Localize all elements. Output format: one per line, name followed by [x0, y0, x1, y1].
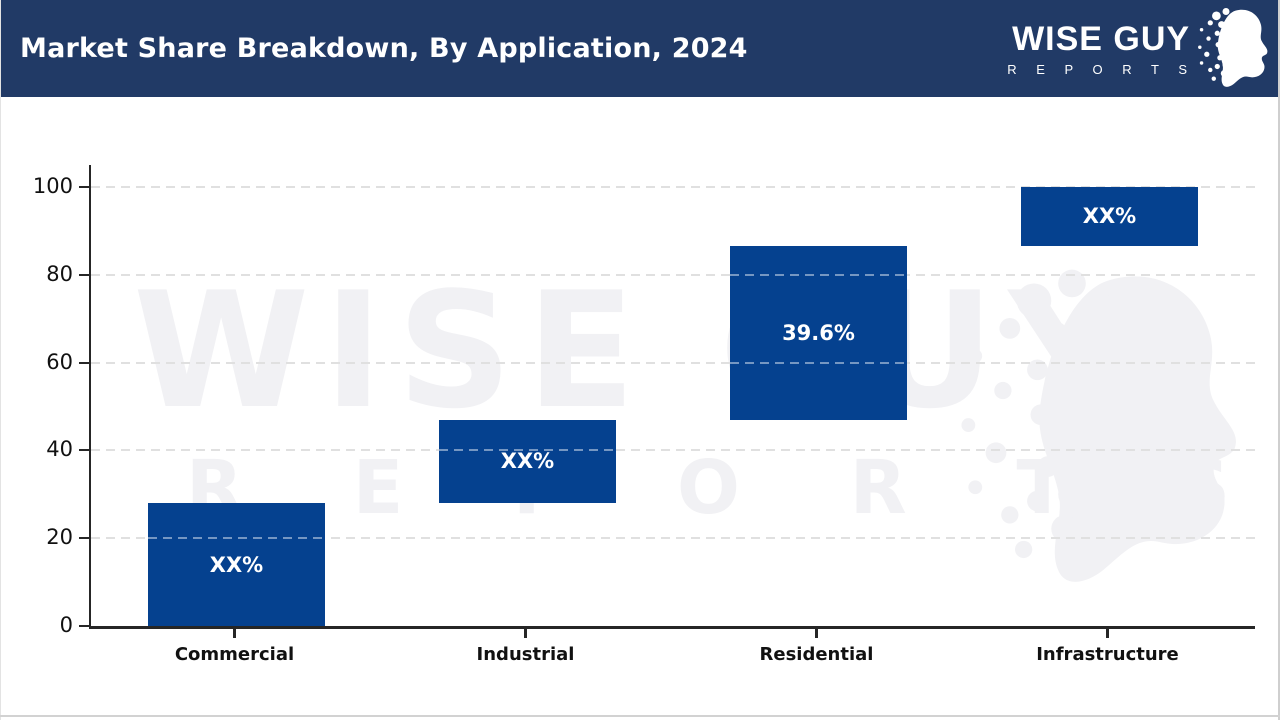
page-border-left — [0, 0, 1, 720]
bar-industrial: XX% — [439, 419, 616, 504]
bar-infrastructure: XX% — [1021, 187, 1198, 246]
x-tick-label-residential: Residential — [759, 644, 874, 665]
bar-commercial: XX% — [148, 503, 325, 626]
page-border-bottom — [0, 715, 1280, 717]
gridline-80 — [91, 273, 1255, 276]
y-tick-mark — [79, 273, 89, 276]
y-tick-label: 60 — [46, 349, 73, 374]
bar-value-label: XX% — [209, 552, 264, 577]
gridline-20 — [91, 537, 1255, 540]
y-tick-mark — [79, 537, 89, 540]
y-tick-mark — [79, 361, 89, 364]
x-tick-mark — [524, 629, 527, 638]
y-tick-label: 40 — [46, 437, 73, 462]
gridline-40 — [91, 449, 1255, 452]
x-tick-label-infrastructure: Infrastructure — [1036, 644, 1179, 665]
page-title: Market Share Breakdown, By Application, … — [20, 33, 748, 64]
brand-logo-text: WISE GUY R E P O R T S — [1007, 20, 1195, 77]
dotted-head-icon — [1178, 5, 1274, 93]
brand-logo: WISE GUY R E P O R T S — [1007, 0, 1270, 97]
y-tick-label: 0 — [59, 613, 73, 637]
gridline-100 — [91, 186, 1255, 188]
y-tick-label: 80 — [46, 261, 73, 286]
bar-gridline-overlay — [730, 273, 907, 276]
header-bar: Market Share Breakdown, By Application, … — [0, 0, 1280, 97]
bar-gridline-overlay — [730, 361, 907, 364]
bar-residential: 39.6% — [730, 245, 907, 420]
x-tick-mark — [815, 629, 818, 638]
bar-value-label: XX% — [500, 449, 555, 474]
x-tick-label-industrial: Industrial — [476, 644, 575, 665]
x-tick-label-commercial: Commercial — [174, 644, 295, 665]
bar-value-label: 39.6% — [782, 320, 855, 345]
x-tick-mark — [233, 629, 236, 638]
y-tick-mark — [79, 449, 89, 452]
y-tick-label: 20 — [46, 525, 73, 550]
y-tick-label: 100 — [32, 174, 73, 198]
bar-value-label: XX% — [1082, 204, 1137, 229]
x-tick-mark — [1106, 629, 1109, 638]
brand-subname: R E P O R T S — [1007, 62, 1195, 77]
y-tick-mark — [79, 625, 89, 627]
gridline-60 — [91, 361, 1255, 364]
bar-gridline-overlay — [439, 449, 616, 452]
page-border-right — [1278, 0, 1280, 720]
bar-gridline-overlay — [148, 537, 325, 540]
brand-name: WISE GUY — [1012, 20, 1191, 58]
plot-area: XX% XX% 39.6% XX% — [89, 165, 1255, 629]
y-tick-mark — [79, 186, 89, 188]
